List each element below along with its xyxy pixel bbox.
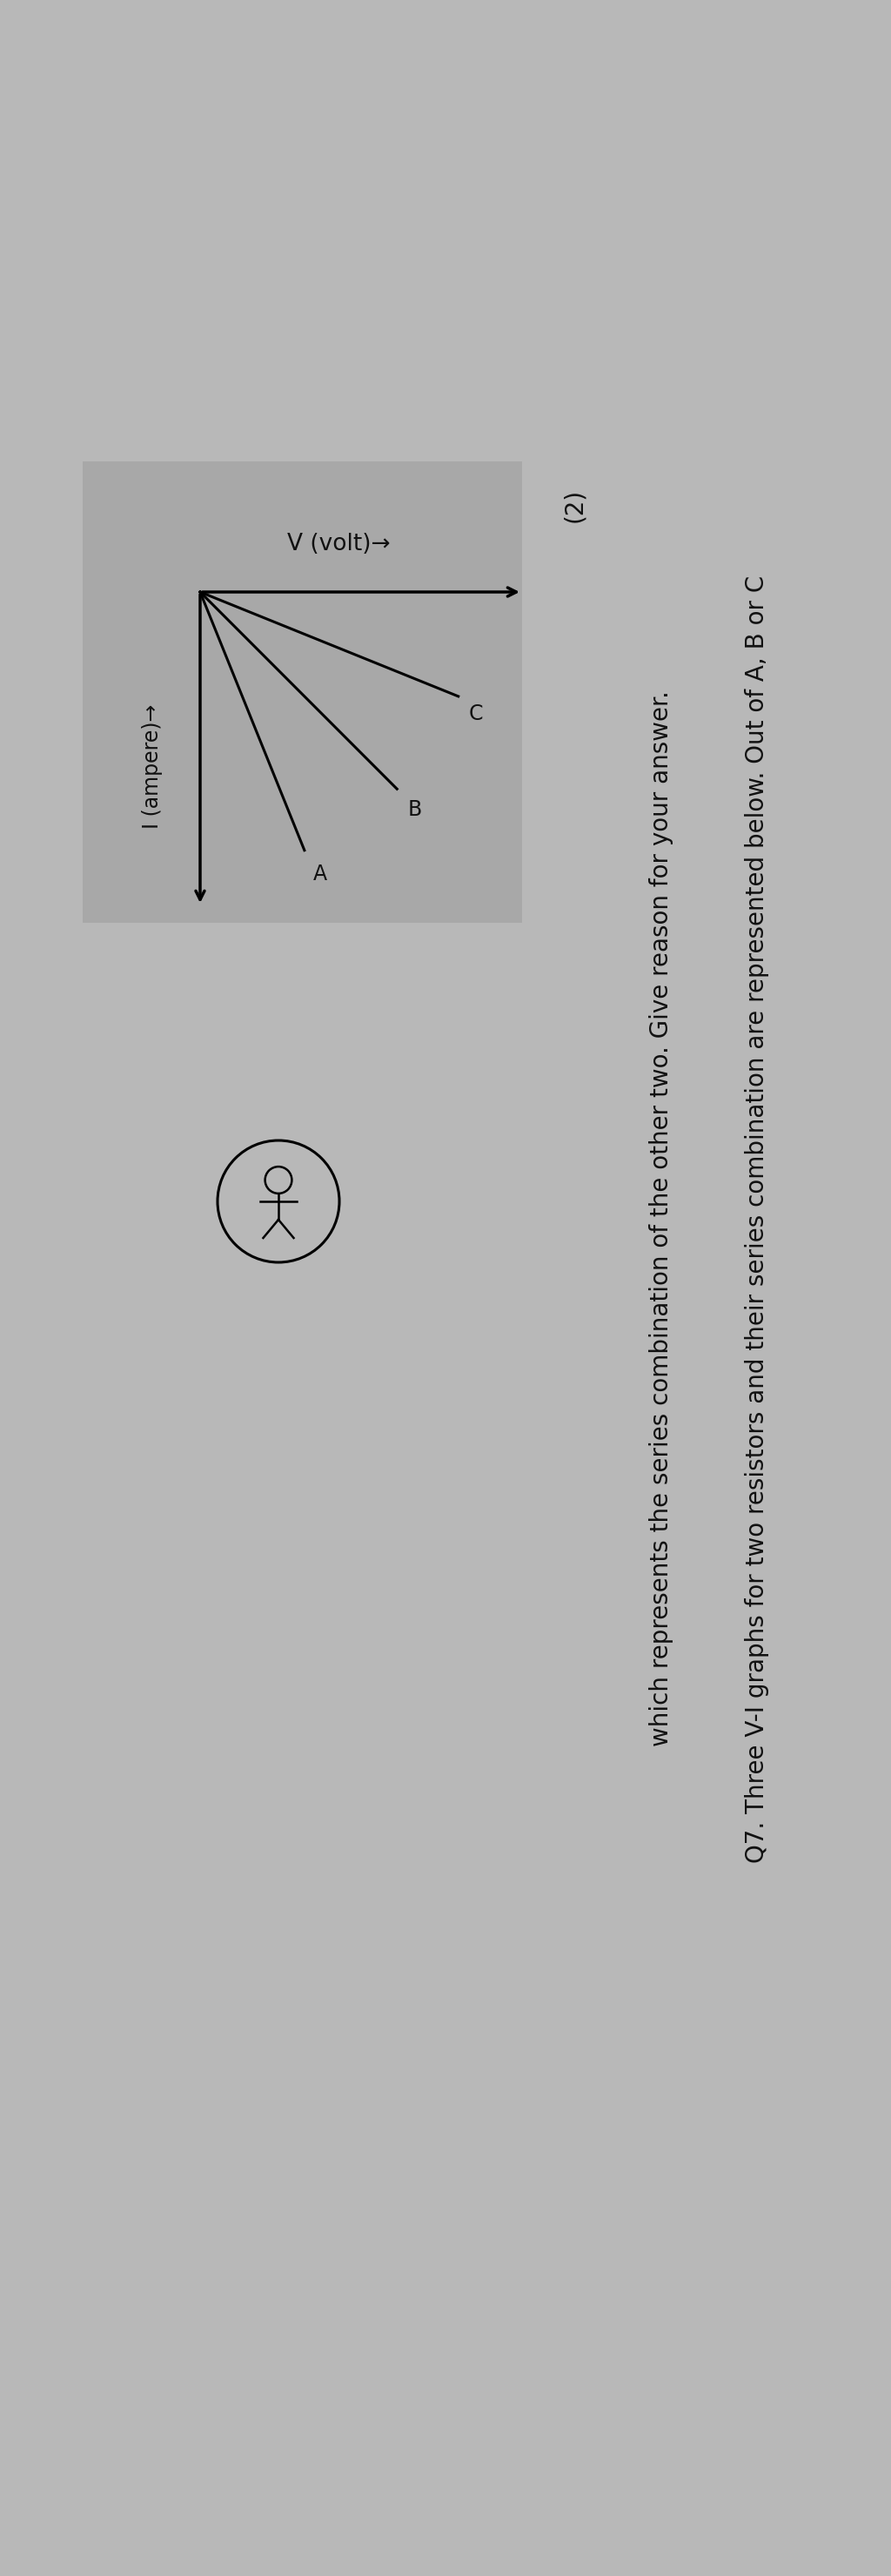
Text: which represents the series combination of the other two. Give reason for your a: which represents the series combination … xyxy=(650,690,674,1747)
Text: (2): (2) xyxy=(562,487,586,523)
Text: I (ampere)→: I (ampere)→ xyxy=(142,703,163,829)
Bar xyxy=(83,461,522,922)
Text: C: C xyxy=(469,703,483,724)
Text: A: A xyxy=(313,863,327,884)
Text: Q7. Three V-I graphs for two resistors and their series combination are represen: Q7. Three V-I graphs for two resistors a… xyxy=(745,574,769,1862)
Text: B: B xyxy=(407,799,421,819)
Text: V (volt)→: V (volt)→ xyxy=(287,533,390,556)
